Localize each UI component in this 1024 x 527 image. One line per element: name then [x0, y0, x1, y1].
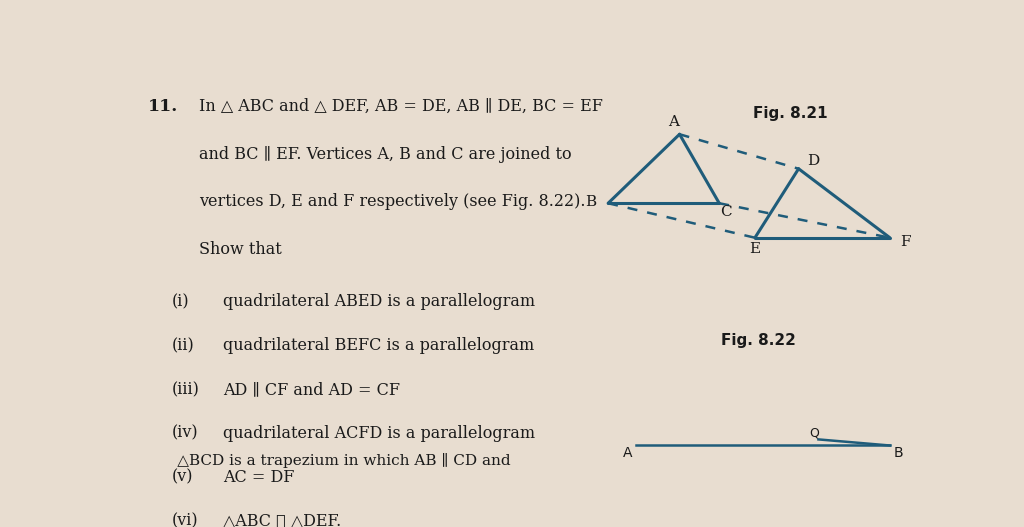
Text: AC = DF: AC = DF — [223, 469, 295, 485]
Text: △BCD is a trapezium in which AB ∥ CD and: △BCD is a trapezium in which AB ∥ CD and — [147, 453, 511, 468]
Text: A: A — [623, 446, 632, 460]
Text: (iv): (iv) — [172, 425, 199, 442]
Text: In △ ABC and △ DEF, AB = DE, AB ∥ DE, BC = EF: In △ ABC and △ DEF, AB = DE, AB ∥ DE, BC… — [200, 97, 603, 115]
Text: F: F — [900, 235, 911, 249]
Text: A: A — [668, 115, 679, 129]
Text: and BC ∥ EF. Vertices A, B and C are joined to: and BC ∥ EF. Vertices A, B and C are joi… — [200, 145, 572, 163]
Text: (ii): (ii) — [172, 337, 195, 354]
Text: quadrilateral ACFD is a parallelogram: quadrilateral ACFD is a parallelogram — [223, 425, 536, 442]
Text: Q: Q — [810, 426, 819, 439]
Text: E: E — [750, 242, 761, 256]
Text: B: B — [585, 194, 596, 209]
Text: Fig. 8.22: Fig. 8.22 — [722, 333, 797, 348]
Text: quadrilateral BEFC is a parallelogram: quadrilateral BEFC is a parallelogram — [223, 337, 535, 354]
Text: D: D — [807, 154, 819, 169]
Text: Fig. 8.21: Fig. 8.21 — [754, 106, 828, 121]
Text: C: C — [720, 205, 731, 219]
Text: quadrilateral ABED is a parallelogram: quadrilateral ABED is a parallelogram — [223, 294, 536, 310]
Text: (iii): (iii) — [172, 381, 200, 398]
Text: AD ∥ CF and AD = CF: AD ∥ CF and AD = CF — [223, 381, 400, 398]
Text: (v): (v) — [172, 469, 194, 485]
Text: (i): (i) — [172, 294, 189, 310]
Text: △ABC ≅ △DEF.: △ABC ≅ △DEF. — [223, 512, 341, 527]
Text: Show that: Show that — [200, 241, 283, 258]
Text: 11.: 11. — [147, 97, 178, 115]
Text: B: B — [894, 446, 903, 460]
Text: (vi): (vi) — [172, 512, 199, 527]
Text: vertices D, E and F respectively (see Fig. 8.22).: vertices D, E and F respectively (see Fi… — [200, 193, 586, 210]
